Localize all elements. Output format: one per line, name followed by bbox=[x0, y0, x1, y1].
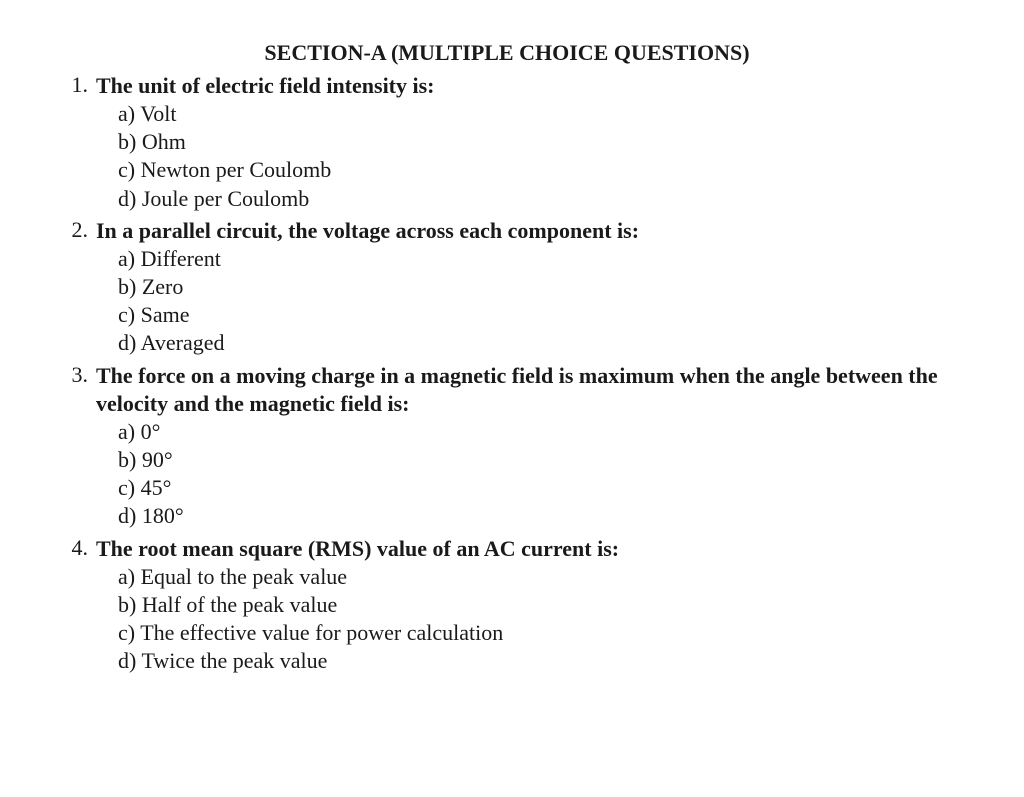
question-list: 1. The unit of electric field intensity … bbox=[50, 72, 964, 675]
question-number: 3. bbox=[50, 362, 96, 388]
option-label: c) bbox=[118, 157, 135, 182]
question: 3. The force on a moving charge in a mag… bbox=[50, 362, 964, 531]
option: a) Equal to the peak value bbox=[118, 563, 964, 591]
option-text: 180° bbox=[142, 503, 184, 528]
option-text: The effective value for power calculatio… bbox=[140, 620, 503, 645]
question-stem: The force on a moving charge in a magnet… bbox=[96, 362, 964, 418]
option-text: Twice the peak value bbox=[141, 648, 327, 673]
option-label: d) bbox=[118, 648, 136, 673]
question-number: 2. bbox=[50, 217, 96, 243]
option-text: Equal to the peak value bbox=[141, 564, 347, 589]
option: c) The effective value for power calcula… bbox=[118, 619, 964, 647]
option-label: c) bbox=[118, 302, 135, 327]
option-list: a) 0° b) 90° c) 45° d) 180° bbox=[118, 418, 964, 531]
option-label: a) bbox=[118, 419, 135, 444]
option-text: 45° bbox=[141, 475, 172, 500]
question: 2. In a parallel circuit, the voltage ac… bbox=[50, 217, 964, 358]
option-list: a) Equal to the peak value b) Half of th… bbox=[118, 563, 964, 676]
option-text: 0° bbox=[141, 419, 161, 444]
option-label: d) bbox=[118, 330, 136, 355]
option: c) Same bbox=[118, 301, 964, 329]
option-label: b) bbox=[118, 447, 136, 472]
question-stem: In a parallel circuit, the voltage acros… bbox=[96, 217, 964, 245]
option-text: 90° bbox=[142, 447, 173, 472]
option-label: c) bbox=[118, 620, 135, 645]
option: a) Volt bbox=[118, 100, 964, 128]
question-stem: The unit of electric field intensity is: bbox=[96, 72, 964, 100]
option-label: d) bbox=[118, 186, 136, 211]
option: c) 45° bbox=[118, 474, 964, 502]
option: d) Averaged bbox=[118, 329, 964, 357]
option: a) Different bbox=[118, 245, 964, 273]
option-label: c) bbox=[118, 475, 135, 500]
option-label: b) bbox=[118, 274, 136, 299]
question-number: 1. bbox=[50, 72, 96, 98]
question-header: 4. The root mean square (RMS) value of a… bbox=[50, 535, 964, 563]
option-list: a) Different b) Zero c) Same d) Averaged bbox=[118, 245, 964, 358]
option: b) Half of the peak value bbox=[118, 591, 964, 619]
option: d) Twice the peak value bbox=[118, 647, 964, 675]
option-list: a) Volt b) Ohm c) Newton per Coulomb d) … bbox=[118, 100, 964, 213]
question-header: 2. In a parallel circuit, the voltage ac… bbox=[50, 217, 964, 245]
option-text: Different bbox=[141, 246, 221, 271]
section-title: SECTION-A (MULTIPLE CHOICE QUESTIONS) bbox=[130, 40, 884, 66]
question: 1. The unit of electric field intensity … bbox=[50, 72, 964, 213]
option-text: Joule per Coulomb bbox=[142, 186, 309, 211]
option-label: d) bbox=[118, 503, 136, 528]
option-text: Volt bbox=[140, 101, 176, 126]
option-label: a) bbox=[118, 564, 135, 589]
option-text: Half of the peak value bbox=[142, 592, 337, 617]
question-stem: The root mean square (RMS) value of an A… bbox=[96, 535, 964, 563]
option: b) Zero bbox=[118, 273, 964, 301]
option: a) 0° bbox=[118, 418, 964, 446]
option: c) Newton per Coulomb bbox=[118, 156, 964, 184]
question: 4. The root mean square (RMS) value of a… bbox=[50, 535, 964, 676]
question-number: 4. bbox=[50, 535, 96, 561]
option-label: b) bbox=[118, 592, 136, 617]
option-label: a) bbox=[118, 101, 135, 126]
option-text: Averaged bbox=[141, 330, 225, 355]
exam-page: SECTION-A (MULTIPLE CHOICE QUESTIONS) 1.… bbox=[0, 0, 1024, 715]
option: d) 180° bbox=[118, 502, 964, 530]
question-header: 1. The unit of electric field intensity … bbox=[50, 72, 964, 100]
option-text: Same bbox=[141, 302, 190, 327]
option-text: Zero bbox=[142, 274, 184, 299]
question-header: 3. The force on a moving charge in a mag… bbox=[50, 362, 964, 418]
option: b) Ohm bbox=[118, 128, 964, 156]
option: d) Joule per Coulomb bbox=[118, 185, 964, 213]
option-text: Newton per Coulomb bbox=[141, 157, 332, 182]
option-label: a) bbox=[118, 246, 135, 271]
option-text: Ohm bbox=[142, 129, 186, 154]
option-label: b) bbox=[118, 129, 136, 154]
option: b) 90° bbox=[118, 446, 964, 474]
